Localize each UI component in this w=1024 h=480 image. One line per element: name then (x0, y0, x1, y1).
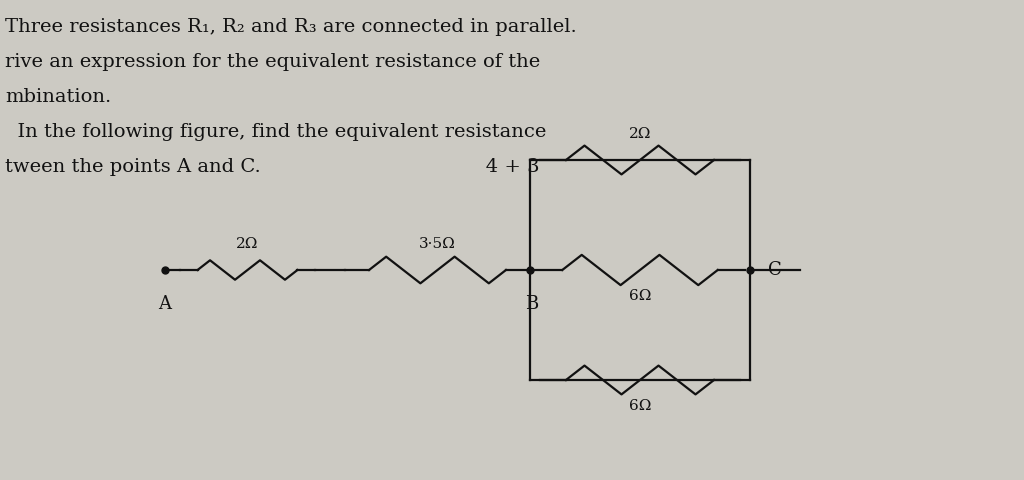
Text: 6Ω: 6Ω (629, 289, 651, 303)
Text: A: A (159, 295, 171, 313)
Text: Three resistances R₁, R₂ and R₃ are connected in parallel.: Three resistances R₁, R₂ and R₃ are conn… (5, 18, 577, 36)
Text: rive an expression for the equivalent resistance of the: rive an expression for the equivalent re… (5, 53, 541, 71)
Text: 6Ω: 6Ω (629, 399, 651, 413)
Text: tween the points A and C.                                    4 + 3: tween the points A and C. 4 + 3 (5, 158, 540, 176)
Text: 2Ω: 2Ω (629, 127, 651, 141)
Text: 3·5Ω: 3·5Ω (419, 237, 456, 251)
Text: mbination.: mbination. (5, 88, 112, 106)
Text: C: C (768, 261, 781, 279)
Text: In the following figure, find the equivalent resistance: In the following figure, find the equiva… (5, 123, 547, 141)
Text: 2Ω: 2Ω (237, 237, 259, 251)
Text: B: B (525, 295, 539, 313)
